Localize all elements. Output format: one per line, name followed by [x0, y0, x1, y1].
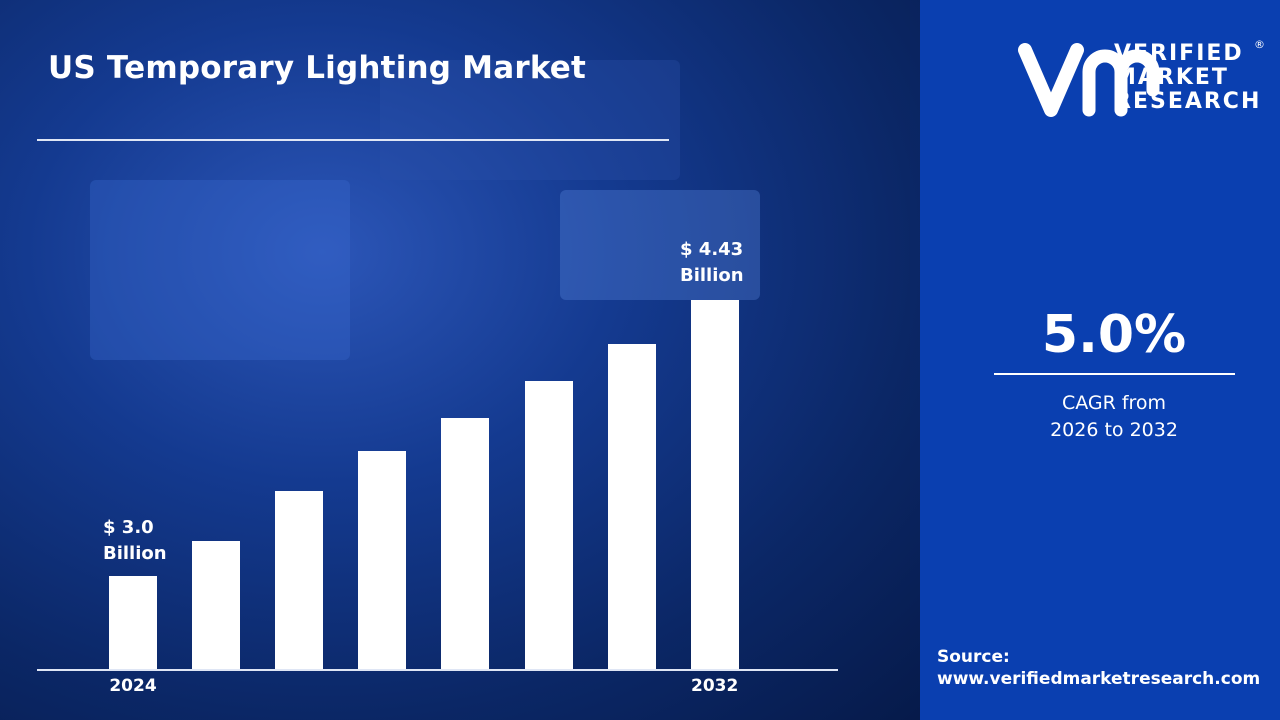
logo-line: MARKET [1114, 65, 1229, 90]
side-panel [920, 0, 1280, 720]
cagr-value: 5.0% [1041, 305, 1187, 365]
data-label-value: $ 4.43 [680, 239, 744, 260]
bar-item-7 [607, 344, 656, 669]
bar-item-3 [275, 491, 324, 669]
data-label-value: $ 3.0 [103, 517, 154, 538]
data-label-2024: $ 3.0 Billion [103, 515, 167, 567]
logo-text: VERIFIED MARKET RESEARCH [1114, 42, 1261, 114]
vmr-logo-icon [1018, 43, 1160, 117]
x-tick-label: 2032 [691, 676, 739, 696]
x-axis-line [37, 669, 838, 671]
source-url[interactable]: www.verifiedmarketresearch.com [937, 669, 1261, 689]
bar-2024 [109, 576, 157, 669]
data-label-2032: $ 4.43 Billion [680, 237, 744, 289]
bar-item-6 [524, 381, 573, 669]
bar-item-2 [192, 541, 241, 669]
chart-title: US Temporary Lighting Market [48, 50, 587, 86]
logo-line: RESEARCH [1114, 89, 1262, 114]
data-label-unit: Billion [103, 543, 167, 564]
title-divider [37, 139, 669, 141]
source-label: Source: [937, 647, 1010, 667]
cagr-label-line: 2026 to 2032 [1050, 419, 1178, 441]
bar-item-5 [441, 417, 490, 669]
circuit-chip-decoration [380, 60, 680, 180]
data-label-unit: Billion [680, 265, 744, 286]
cagr-label: CAGR from 2026 to 2032 [994, 390, 1234, 444]
registered-mark: ® [1254, 38, 1265, 51]
x-tick-label: 2024 [109, 676, 157, 696]
cagr-label-line: CAGR from [1061, 392, 1167, 414]
source: Source: www.verifiedmarketresearch.com [937, 646, 1260, 690]
bar-2032 [690, 300, 739, 669]
circuit-chip-decoration [560, 190, 760, 300]
cagr-divider [994, 373, 1235, 375]
circuit-chip-decoration [90, 180, 350, 360]
bar-item-4 [358, 450, 407, 669]
logo-line: VERIFIED [1114, 41, 1244, 66]
